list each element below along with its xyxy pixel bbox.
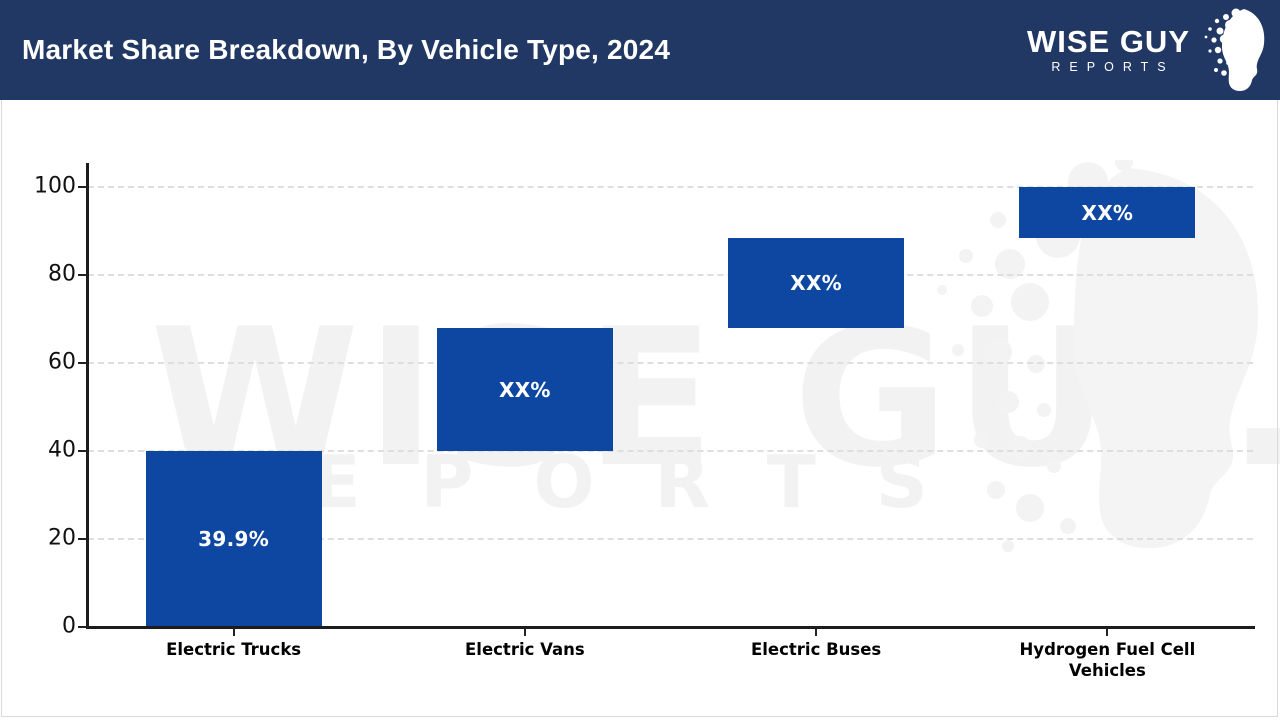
gridline-20 <box>88 538 1253 540</box>
y-tick-label-0: 0 <box>62 613 76 639</box>
bar-electric-vans: XX% <box>436 327 613 452</box>
y-tick-mark-100 <box>78 186 88 188</box>
x-tick-mark-hydrogen-fuel-cell-vehicles <box>1106 628 1109 636</box>
bar-hydrogen-fuel-cell-vehicles: XX% <box>1019 187 1196 239</box>
gridline-40 <box>88 450 1253 452</box>
category-label-hydrogen-fuel-cell-vehicles: Hydrogen Fuel Cell Vehicles <box>1019 640 1196 680</box>
y-tick-mark-40 <box>78 450 88 452</box>
x-tick-mark-electric-trucks <box>232 628 235 636</box>
logo-wordmark: WISE GUY <box>1026 24 1190 60</box>
x-axis-line <box>86 626 1255 629</box>
gridline-80 <box>88 274 1253 276</box>
y-tick-label-20: 20 <box>48 525 76 551</box>
y-tick-mark-60 <box>78 362 88 364</box>
bar-value-label-electric-vans: XX% <box>498 377 551 402</box>
y-tick-mark-0 <box>78 626 88 628</box>
bar-electric-trucks: 39.9% <box>145 451 322 627</box>
bar-value-label-hydrogen-fuel-cell-vehicles: XX% <box>1081 200 1134 225</box>
bar-value-label-electric-trucks: 39.9% <box>198 527 270 552</box>
logo-text: WISE GUY REPORTS <box>1027 26 1190 74</box>
gridline-60 <box>88 362 1253 364</box>
y-tick-mark-20 <box>78 538 88 540</box>
y-tick-label-40: 40 <box>48 437 76 463</box>
wiseguy-logo: WISE GUY REPORTS <box>1027 7 1280 93</box>
y-tick-mark-80 <box>78 274 88 276</box>
header: Market Share Breakdown, By Vehicle Type,… <box>0 0 1280 100</box>
bar-electric-buses: XX% <box>728 238 905 328</box>
logo-subtitle: REPORTS <box>1051 60 1175 75</box>
page-title: Market Share Breakdown, By Vehicle Type,… <box>22 34 671 65</box>
x-tick-mark-electric-vans <box>523 628 526 636</box>
category-label-electric-buses: Electric Buses <box>750 640 882 659</box>
x-tick-mark-electric-buses <box>815 628 818 636</box>
gridline-100 <box>88 186 1253 188</box>
y-tick-label-80: 80 <box>48 261 76 287</box>
category-label-electric-vans: Electric Vans <box>465 640 585 659</box>
bar-value-label-electric-buses: XX% <box>790 270 843 295</box>
logo-head-icon <box>1204 8 1265 91</box>
y-tick-label-60: 60 <box>48 349 76 375</box>
category-label-electric-trucks: Electric Trucks <box>166 640 302 659</box>
y-tick-label-100: 100 <box>34 173 76 199</box>
y-axis-line <box>86 163 89 629</box>
